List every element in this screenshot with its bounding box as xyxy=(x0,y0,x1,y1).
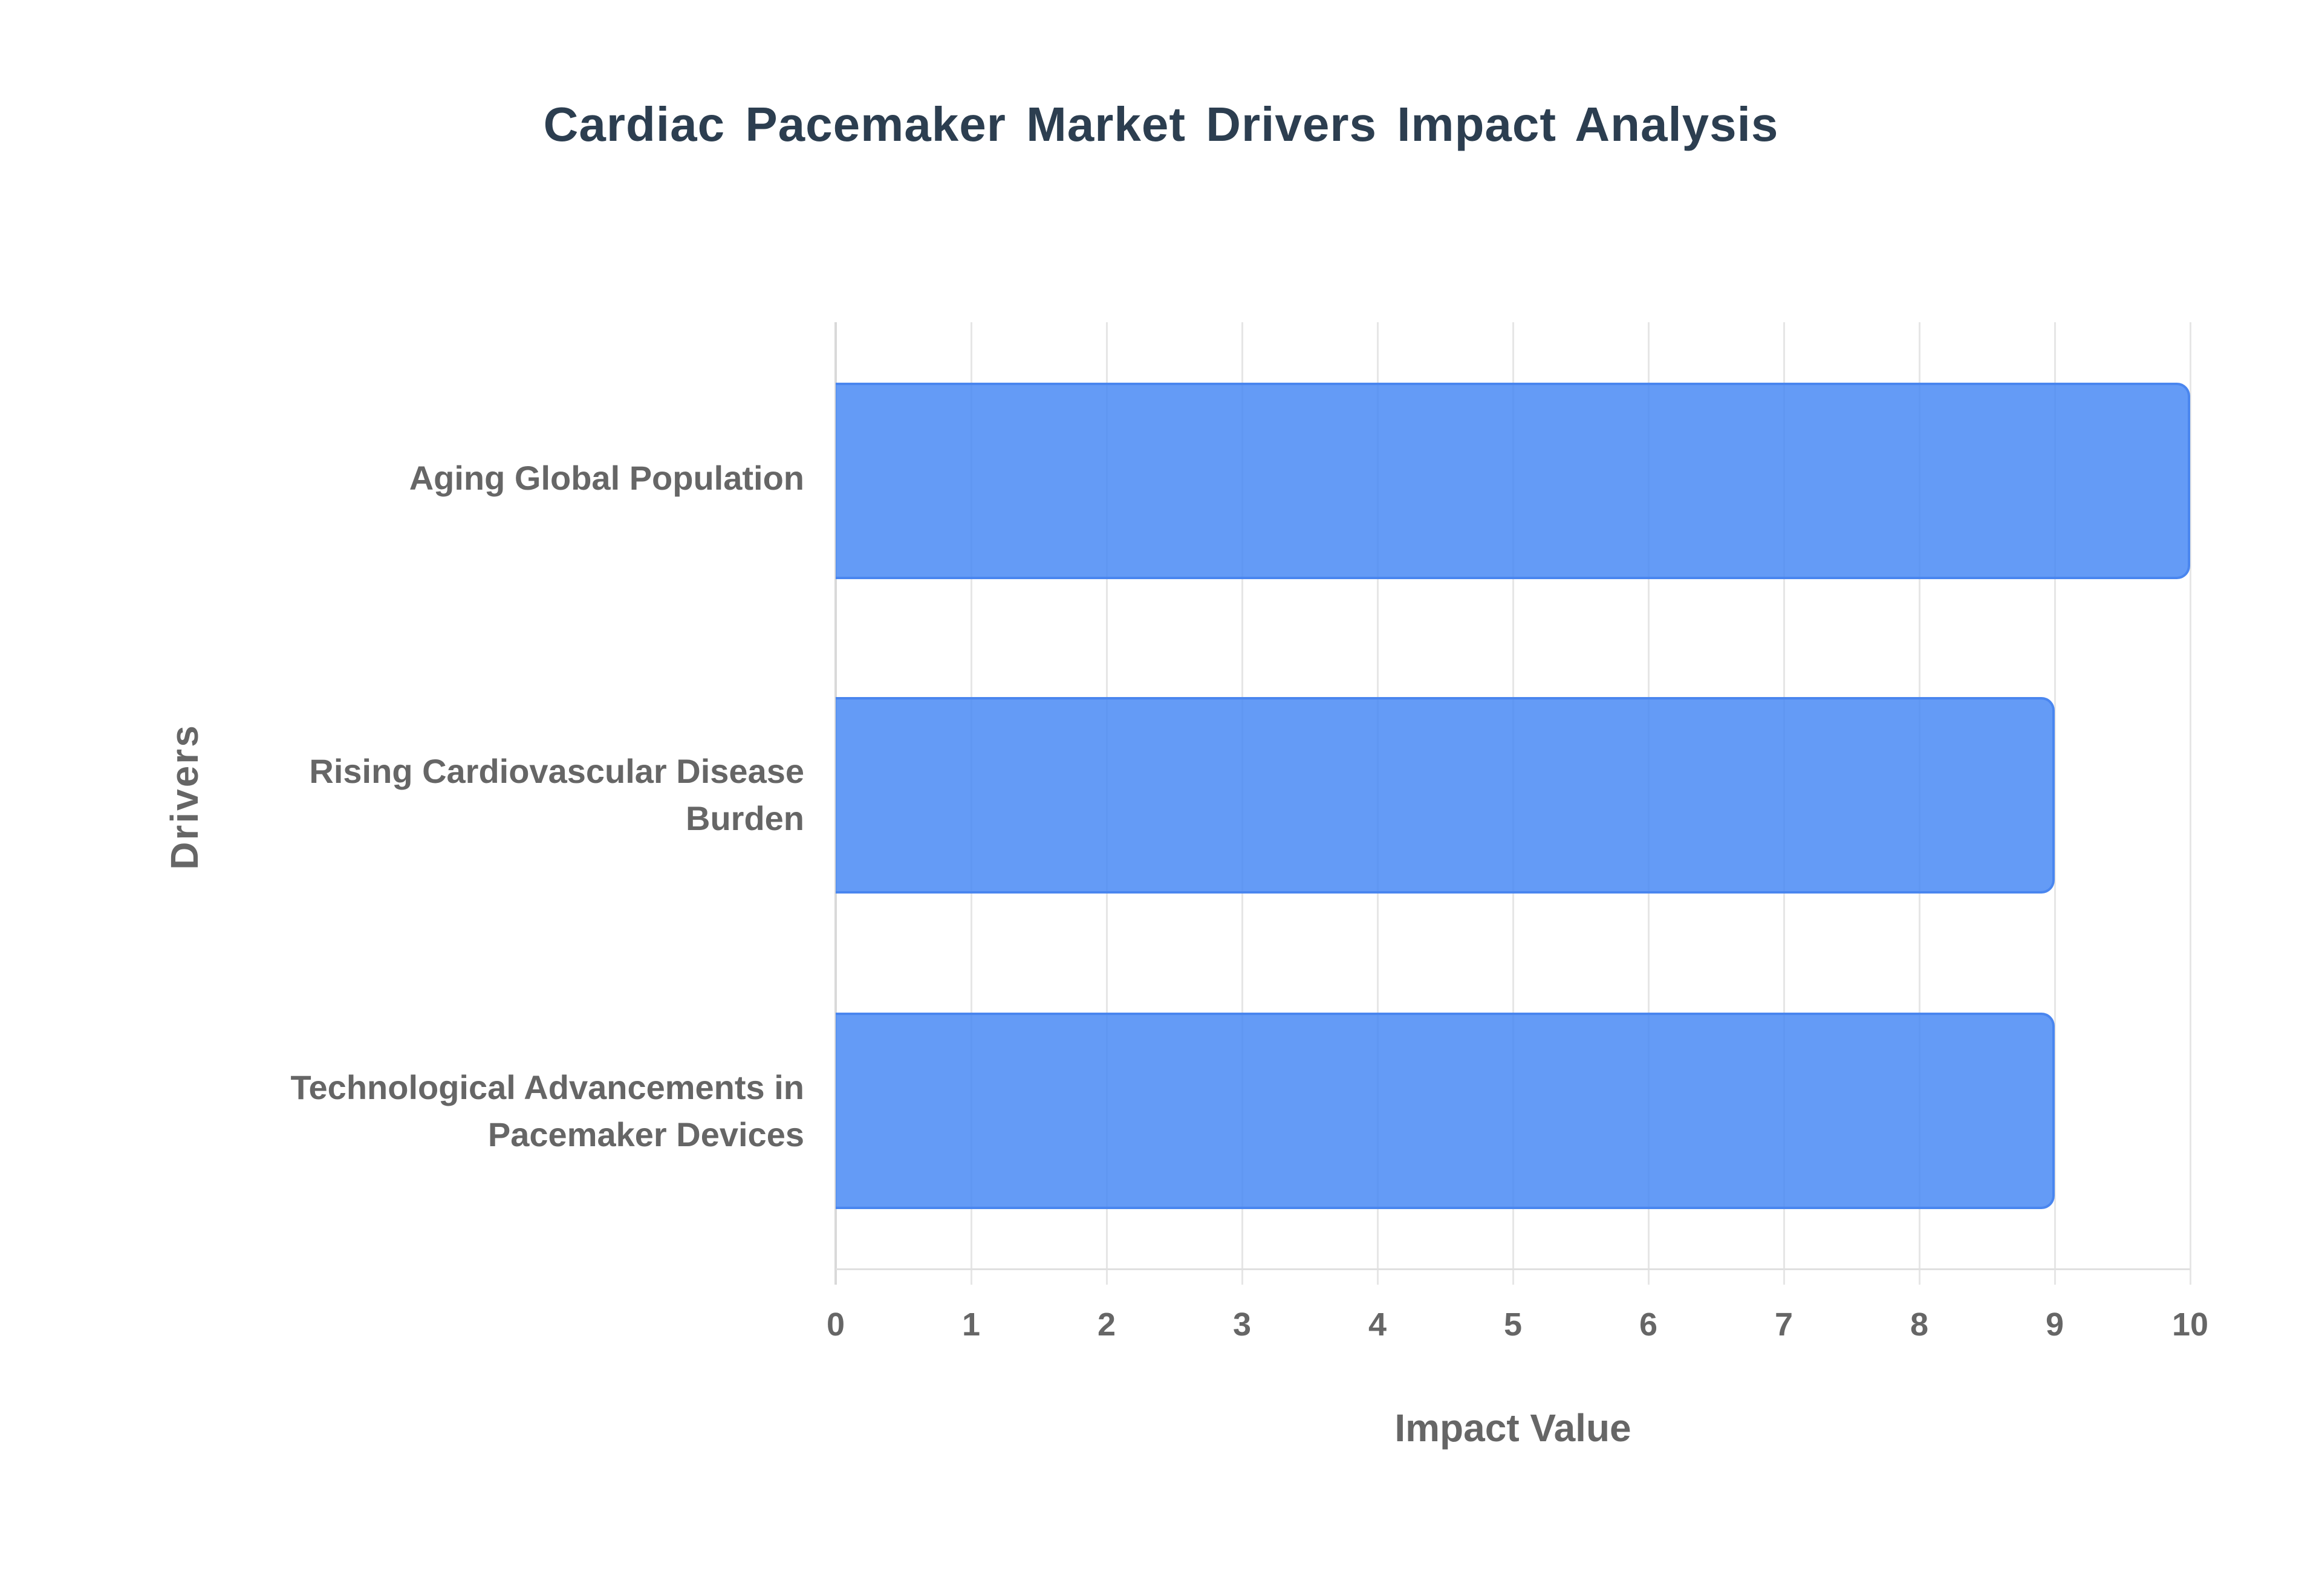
category-label-line: Pacemaker Devices xyxy=(487,1115,804,1153)
category-label-line: Aging Global Population xyxy=(409,459,804,497)
category-label-line: Burden xyxy=(686,799,804,837)
gridline xyxy=(2190,322,2191,1285)
category-label-0: Aging Global Population xyxy=(200,455,804,502)
gridline xyxy=(2054,322,2056,1285)
plot-area xyxy=(834,322,2191,1285)
x-tick-label: 7 xyxy=(1774,1306,1794,1343)
category-label-line: Technological Advancements in xyxy=(290,1068,804,1106)
x-tick-label: 5 xyxy=(1503,1306,1523,1343)
category-label-line: Rising Cardiovascular Disease xyxy=(309,752,804,790)
x-tick-label: 9 xyxy=(2045,1306,2064,1343)
x-tick-label: 8 xyxy=(1910,1306,1929,1343)
x-axis-line xyxy=(836,1268,2190,1270)
chart-title: Cardiac Pacemaker Market Drivers Impact … xyxy=(543,97,1779,151)
x-tick-label: 2 xyxy=(1097,1306,1116,1343)
category-label-2: Technological Advancements in Pacemaker … xyxy=(200,1064,804,1158)
x-tick-label: 10 xyxy=(2171,1306,2209,1343)
bar[interactable] xyxy=(836,1013,2055,1209)
x-tick-label: 0 xyxy=(826,1306,845,1343)
x-tick-label: 4 xyxy=(1368,1306,1387,1343)
category-label-1: Rising Cardiovascular Disease Burden xyxy=(200,748,804,842)
x-tick-label: 6 xyxy=(1639,1306,1658,1343)
x-tick-label: 3 xyxy=(1232,1306,1252,1343)
x-axis-label: Impact Value xyxy=(1394,1406,1631,1450)
bar[interactable] xyxy=(836,383,2190,579)
x-tick-label: 1 xyxy=(961,1306,981,1343)
bar[interactable] xyxy=(836,697,2055,894)
